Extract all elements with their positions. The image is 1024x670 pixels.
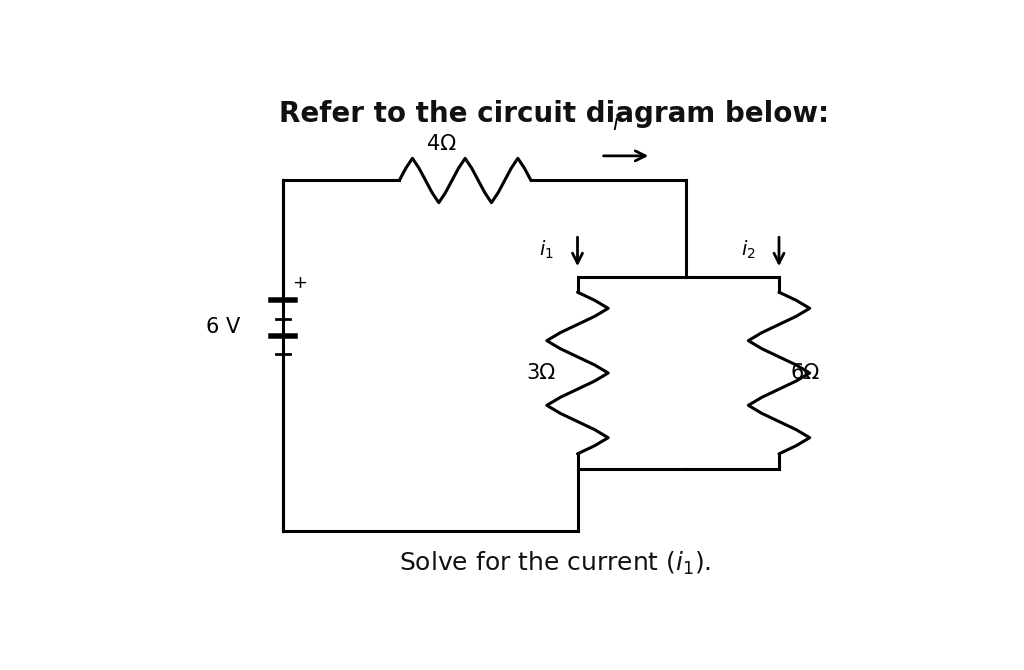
Text: $i$: $i$ [612,115,621,134]
Text: $i_2$: $i_2$ [741,239,756,261]
Text: 6 V: 6 V [206,317,241,337]
Text: $i_1$: $i_1$ [540,239,554,261]
Text: 6Ω: 6Ω [791,363,820,383]
Text: +: + [293,274,307,292]
Text: Refer to the circuit diagram below:: Refer to the circuit diagram below: [280,100,829,128]
Text: Solve for the current ($i_1$).: Solve for the current ($i_1$). [399,550,712,577]
Text: 4Ω: 4Ω [427,133,457,153]
Text: 3Ω: 3Ω [526,363,556,383]
